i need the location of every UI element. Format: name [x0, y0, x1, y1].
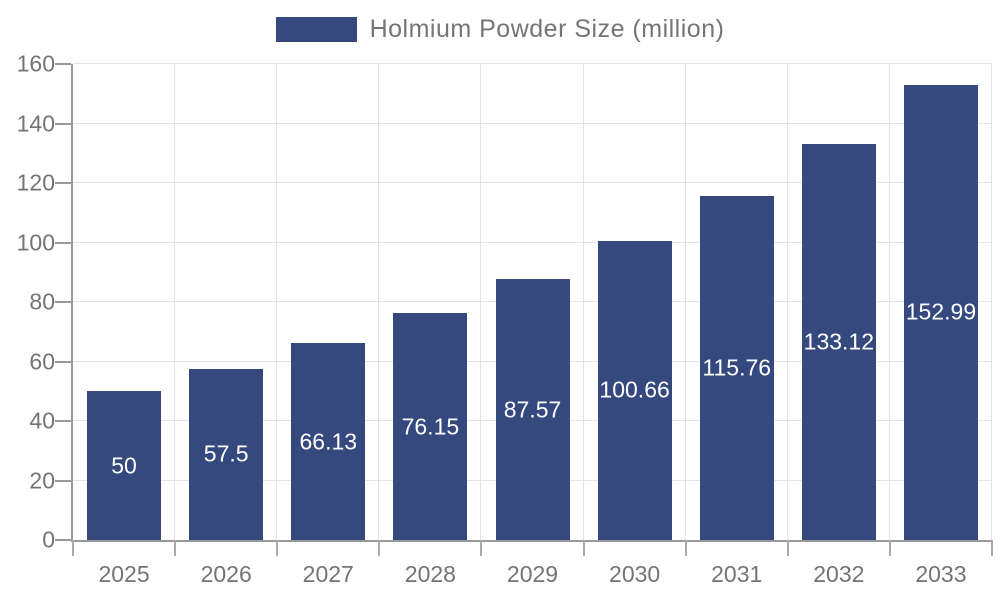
x-gridline	[786, 64, 788, 540]
y-gridline	[73, 63, 992, 64]
x-axis-tick	[72, 540, 74, 556]
x-gridline	[582, 64, 584, 540]
bar[interactable]: 152.99	[903, 84, 978, 540]
bar[interactable]: 133.12	[801, 143, 876, 540]
x-gridline	[378, 64, 380, 540]
y-tick-label: 0	[42, 526, 55, 553]
x-tick-label: 2031	[711, 561, 763, 587]
legend-label: Holmium Powder Size (million)	[369, 15, 725, 43]
y-axis-line	[71, 64, 73, 540]
y-gridline	[73, 122, 992, 124]
bar-value-label: 57.5	[203, 440, 249, 467]
bar-value-label: 76.15	[401, 413, 460, 440]
y-tick-label: 160	[16, 50, 55, 77]
legend[interactable]: Holmium Powder Size (million)	[0, 15, 1000, 44]
bar[interactable]: 100.66	[597, 240, 672, 540]
x-axis-tick	[378, 540, 381, 556]
x-tick-label: 2028	[404, 561, 456, 587]
y-axis-tick	[55, 301, 71, 303]
y-tick-label: 80	[29, 288, 55, 315]
y-tick-label: 60	[29, 348, 55, 374]
bar[interactable]: 50	[87, 391, 162, 540]
y-axis-tick	[55, 479, 71, 482]
y-axis-tick	[55, 122, 71, 125]
x-tick-label: 2029	[506, 561, 559, 587]
x-tick-label: 2026	[200, 561, 252, 587]
bar-value-label: 50	[111, 452, 137, 479]
x-axis-tick	[684, 540, 687, 556]
x-tick-label: 2033	[915, 561, 967, 587]
y-axis-tick	[55, 539, 71, 541]
bar-value-label: 66.13	[299, 428, 358, 455]
x-gridline	[480, 64, 482, 540]
bar[interactable]: 76.15	[393, 313, 468, 540]
legend-swatch-icon	[275, 17, 357, 42]
x-axis-line	[71, 540, 992, 542]
y-tick-label: 20	[29, 467, 55, 493]
y-axis-tick	[55, 63, 71, 65]
x-tick-label: 2027	[302, 561, 354, 587]
y-tick-label: 100	[16, 229, 55, 255]
x-axis-tick	[276, 540, 279, 556]
plot-area: 50 57.5 66.13 76.15 87.57 100.66 115.76 133.12 1…	[17, 51, 993, 587]
y-axis-tick	[55, 360, 71, 363]
bar[interactable]: 87.57	[495, 279, 570, 540]
bar-value-label: 100.66	[599, 376, 670, 403]
y-axis-tick	[55, 420, 71, 422]
y-axis-tick	[55, 182, 71, 184]
x-gridline	[888, 64, 890, 540]
bar-value-label: 115.76	[702, 354, 772, 381]
y-tick-label: 120	[16, 169, 55, 196]
y-gridline	[73, 241, 992, 243]
bar[interactable]: 57.5	[189, 368, 264, 540]
x-axis-tick	[991, 540, 993, 556]
x-axis-tick	[582, 540, 585, 556]
x-axis-tick	[174, 540, 177, 556]
x-gridline	[276, 64, 278, 540]
bar[interactable]: 115.76	[699, 195, 774, 540]
y-gridline	[73, 182, 992, 183]
y-tick-label: 40	[29, 407, 55, 434]
x-axis-tick	[786, 540, 789, 556]
y-tick-label: 140	[16, 110, 55, 136]
bar-value-label: 152.99	[905, 298, 977, 325]
y-axis-tick	[55, 241, 71, 244]
x-tick-label: 2025	[98, 561, 150, 587]
x-gridline	[174, 64, 176, 540]
bar-value-label: 87.57	[503, 396, 562, 423]
bar[interactable]: 66.13	[291, 343, 366, 540]
x-gridline	[991, 64, 992, 540]
x-tick-label: 2030	[609, 561, 661, 587]
bar-value-label: 133.12	[803, 328, 875, 355]
x-axis-tick	[480, 540, 483, 556]
x-axis-tick	[888, 540, 891, 556]
x-gridline	[684, 64, 686, 540]
x-tick-label: 2032	[813, 561, 865, 587]
